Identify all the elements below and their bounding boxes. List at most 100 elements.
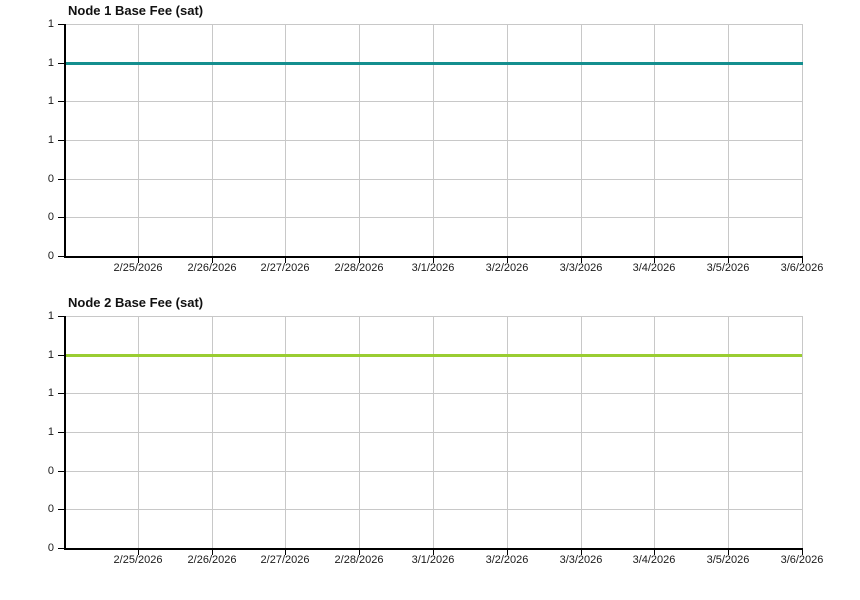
x-axis-label: 2/26/2026 bbox=[187, 554, 237, 566]
gridline-horizontal bbox=[65, 471, 803, 472]
gridline-vertical bbox=[654, 24, 655, 256]
x-axis-tick bbox=[581, 549, 582, 555]
gridline-vertical bbox=[507, 24, 508, 256]
plot-area bbox=[65, 316, 803, 549]
gridline-vertical bbox=[433, 316, 434, 548]
gridline-vertical bbox=[212, 24, 213, 256]
gridline-vertical bbox=[581, 316, 582, 548]
gridline-horizontal bbox=[65, 140, 803, 141]
x-axis-label: 3/3/2026 bbox=[559, 554, 603, 566]
gridline-horizontal bbox=[65, 101, 803, 102]
x-axis-tick bbox=[285, 549, 286, 555]
y-axis-label: 0 bbox=[47, 173, 54, 185]
gridline-vertical bbox=[581, 24, 582, 256]
x-axis-tick bbox=[654, 257, 655, 263]
x-axis-label: 3/1/2026 bbox=[411, 262, 455, 274]
x-axis-label: 3/2/2026 bbox=[485, 262, 529, 274]
gridline-horizontal bbox=[65, 432, 803, 433]
gridline-vertical bbox=[359, 316, 360, 548]
x-axis-label: 2/25/2026 bbox=[113, 262, 163, 274]
x-axis-tick bbox=[654, 549, 655, 555]
x-axis-tick bbox=[359, 549, 360, 555]
x-axis-tick bbox=[802, 549, 803, 555]
y-axis-tick bbox=[58, 101, 65, 102]
gridline-vertical bbox=[802, 316, 803, 548]
y-axis-label: 1 bbox=[47, 134, 54, 146]
y-axis-line bbox=[64, 24, 66, 257]
chart-title: Node 1 Base Fee (sat) bbox=[68, 3, 204, 18]
x-axis-label: 3/5/2026 bbox=[706, 262, 750, 274]
x-axis-label: 3/6/2026 bbox=[780, 554, 824, 566]
y-axis-label: 1 bbox=[47, 18, 54, 30]
x-axis-tick bbox=[728, 257, 729, 263]
x-axis-tick bbox=[138, 257, 139, 263]
gridline-horizontal bbox=[65, 217, 803, 218]
chart-title: Node 2 Base Fee (sat) bbox=[68, 295, 204, 310]
gridline-vertical bbox=[138, 316, 139, 548]
x-axis-label: 3/1/2026 bbox=[411, 554, 455, 566]
y-axis-label: 0 bbox=[47, 211, 54, 223]
y-axis-tick bbox=[58, 355, 65, 356]
x-axis-tick bbox=[581, 257, 582, 263]
gridline-vertical bbox=[507, 316, 508, 548]
x-axis-label: 2/28/2026 bbox=[334, 262, 384, 274]
gridline-horizontal bbox=[65, 509, 803, 510]
y-axis-tick bbox=[58, 316, 65, 317]
gridline-horizontal bbox=[65, 316, 803, 317]
x-axis-label: 3/5/2026 bbox=[706, 554, 750, 566]
y-axis-tick bbox=[58, 217, 65, 218]
y-axis-tick bbox=[58, 63, 65, 64]
x-axis-tick bbox=[507, 257, 508, 263]
x-axis-tick bbox=[433, 257, 434, 263]
gridline-horizontal bbox=[65, 24, 803, 25]
y-axis-label: 0 bbox=[47, 542, 54, 554]
chart-panel-node-2: Node 2 Base Fee (sat) 1 1 1 1 0 0 0 2/25/2026 2/… bbox=[0, 292, 860, 582]
y-axis-label: 1 bbox=[47, 426, 54, 438]
gridline-vertical bbox=[212, 316, 213, 548]
x-axis-label: 3/3/2026 bbox=[559, 262, 603, 274]
x-axis-label: 2/28/2026 bbox=[334, 554, 384, 566]
gridline-vertical bbox=[285, 24, 286, 256]
x-axis-tick bbox=[138, 549, 139, 555]
x-axis-tick bbox=[212, 257, 213, 263]
y-axis-label: 0 bbox=[47, 465, 54, 477]
x-axis-tick bbox=[212, 549, 213, 555]
gridline-horizontal bbox=[65, 179, 803, 180]
gridline-vertical bbox=[285, 316, 286, 548]
gridline-vertical bbox=[802, 24, 803, 256]
x-axis-label: 3/6/2026 bbox=[780, 262, 824, 274]
x-axis-label: 2/26/2026 bbox=[187, 262, 237, 274]
chart-panel-node-1: Node 1 Base Fee (sat) 1 1 1 1 0 0 0 2/25/2026 2/… bbox=[0, 0, 860, 290]
y-axis-line bbox=[64, 316, 66, 549]
y-axis-tick bbox=[58, 24, 65, 25]
x-axis-label: 3/4/2026 bbox=[632, 262, 676, 274]
gridline-vertical bbox=[654, 316, 655, 548]
gridline-vertical bbox=[433, 24, 434, 256]
x-axis-label: 3/2/2026 bbox=[485, 554, 529, 566]
x-axis-tick bbox=[507, 549, 508, 555]
y-axis-tick bbox=[58, 393, 65, 394]
gridline-vertical bbox=[728, 316, 729, 548]
x-axis-label: 2/27/2026 bbox=[260, 262, 310, 274]
x-axis-tick bbox=[802, 257, 803, 263]
data-series-line bbox=[65, 354, 802, 357]
y-axis-tick bbox=[58, 256, 65, 257]
y-axis-label: 1 bbox=[47, 57, 54, 69]
y-axis-tick bbox=[58, 471, 65, 472]
y-axis-label: 1 bbox=[47, 387, 54, 399]
y-axis-tick bbox=[58, 140, 65, 141]
plot-area bbox=[65, 24, 803, 257]
gridline-vertical bbox=[138, 24, 139, 256]
x-axis-tick bbox=[285, 257, 286, 263]
gridline-horizontal bbox=[65, 393, 803, 394]
y-axis-label: 0 bbox=[47, 250, 54, 262]
x-axis-tick bbox=[728, 549, 729, 555]
x-axis-tick bbox=[359, 257, 360, 263]
x-axis-label: 2/27/2026 bbox=[260, 554, 310, 566]
y-axis-label: 1 bbox=[47, 349, 54, 361]
gridline-vertical bbox=[359, 24, 360, 256]
y-axis-tick bbox=[58, 432, 65, 433]
y-axis-tick bbox=[58, 179, 65, 180]
y-axis-tick bbox=[58, 548, 65, 549]
